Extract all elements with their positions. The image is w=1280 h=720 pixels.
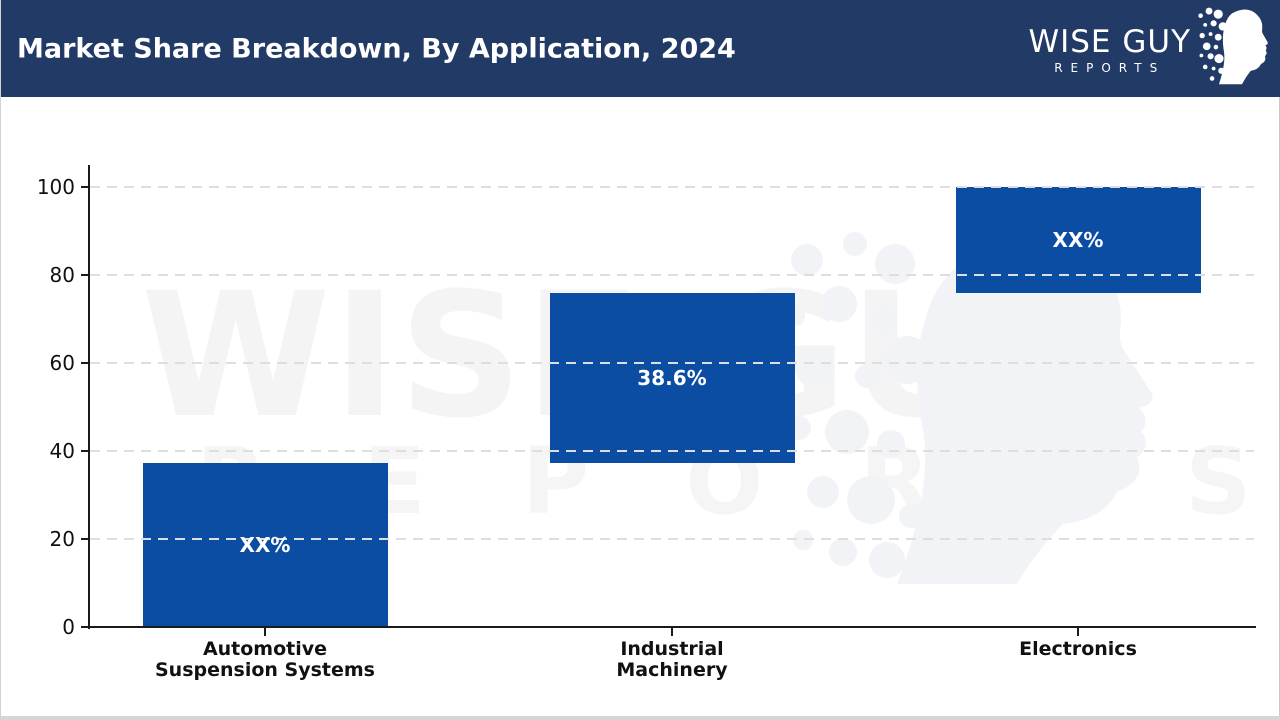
bar-value-label: XX%: [1052, 228, 1104, 253]
y-axis-tick-label: 0: [62, 615, 75, 639]
y-axis-tick: [81, 538, 90, 540]
bar-segment: [142, 463, 388, 627]
header-band: Market Share Breakdown, By Application, …: [1, 0, 1280, 97]
x-category-label: Industrial Machinery: [616, 639, 727, 681]
gridline: [90, 186, 1254, 188]
y-axis-spine: [88, 165, 90, 629]
logo-subtitle: REPORTS: [1054, 60, 1166, 75]
y-axis-tick: [81, 274, 90, 276]
logo-text: WISE GUY REPORTS: [1028, 24, 1191, 75]
wise-guy-reports-logo: WISE GUY REPORTS: [1028, 4, 1271, 94]
logo-face-icon: [1198, 7, 1268, 85]
x-axis-spine: [88, 626, 1256, 628]
x-category-label-line: Industrial: [620, 638, 724, 660]
x-category-label-line: Suspension Systems: [154, 659, 376, 681]
bar-value-label: 38.6%: [637, 366, 707, 391]
x-axis-tick: [671, 628, 673, 636]
x-axis-tick: [1077, 628, 1079, 636]
x-category-label: Electronics: [1019, 639, 1137, 660]
y-axis-tick: [81, 362, 90, 364]
y-axis-tick: [81, 450, 90, 452]
y-axis-tick-label: 100: [36, 175, 75, 199]
page-title: Market Share Breakdown, By Application, …: [17, 33, 736, 64]
x-category-label-line: Electronics: [1019, 638, 1137, 660]
x-category-label-line: Automotive: [202, 638, 328, 660]
gridline: [90, 362, 1254, 364]
y-axis-tick-label: 20: [49, 527, 75, 551]
y-axis-tick: [81, 626, 90, 628]
x-axis-tick: [264, 628, 266, 636]
gridline: [90, 538, 1254, 540]
y-axis-tick-label: 40: [49, 439, 75, 463]
bar-value-label: XX%: [239, 533, 291, 558]
footer-strip: [1, 716, 1280, 720]
bar-segment: [549, 293, 795, 464]
gridline: [90, 450, 1254, 452]
x-category-label: Automotive Suspension Systems: [155, 639, 375, 681]
y-axis-tick-label: 80: [49, 263, 75, 287]
x-category-label-line: Machinery: [616, 659, 728, 681]
y-axis-tick-label: 60: [49, 351, 75, 375]
logo-wordmark: WISE GUY: [1028, 23, 1191, 60]
gridline: [90, 274, 1254, 276]
y-axis-tick: [81, 186, 90, 188]
